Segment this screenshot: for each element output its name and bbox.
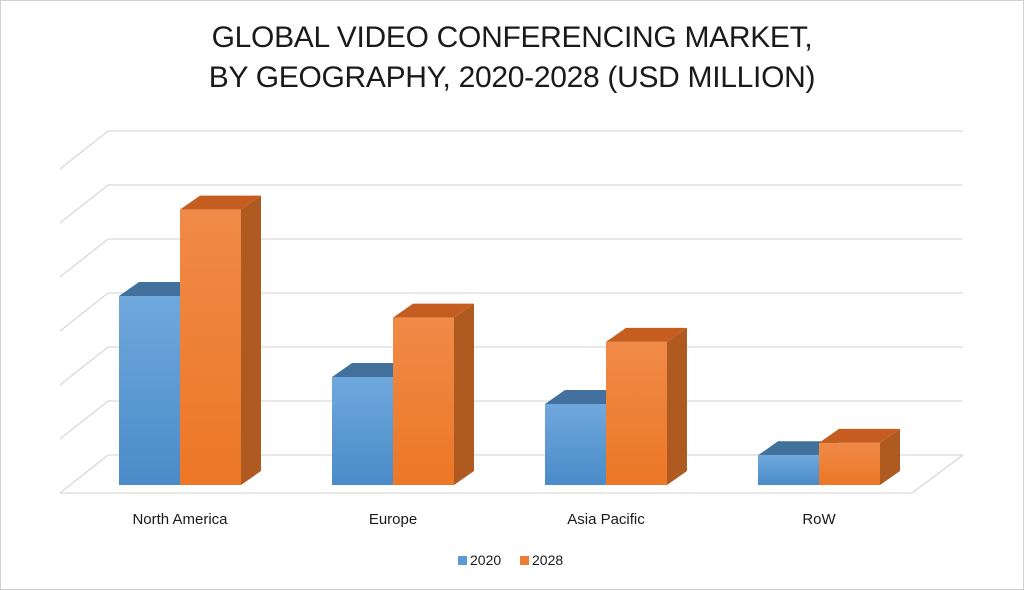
chart-title-line-2: BY GEOGRAPHY, 2020-2028 (USD MILLION) xyxy=(208,61,816,94)
bar-top-face xyxy=(545,390,626,404)
floor-right-edge xyxy=(911,454,964,494)
category-label: Europe xyxy=(369,511,417,528)
bar-north-america-2028 xyxy=(180,195,261,485)
category-label: RoW xyxy=(802,511,836,528)
bar-front-face xyxy=(606,341,667,485)
bar-europe-2028 xyxy=(393,303,474,485)
legend-label-2028: 2028 xyxy=(532,552,563,568)
bar-top-face xyxy=(393,303,474,318)
gridline-diagonal xyxy=(59,130,109,170)
legend-label-2020: 2020 xyxy=(470,552,501,568)
bar-side-face xyxy=(667,327,687,485)
bar-side-face xyxy=(880,428,900,485)
bar-side-face xyxy=(241,195,261,485)
gridline-diagonal xyxy=(59,292,109,332)
gridline-diagonal xyxy=(59,184,109,224)
bar-side-face xyxy=(454,303,474,485)
bar-front-face xyxy=(119,296,180,485)
gridline-diagonal xyxy=(59,454,109,494)
bar-front-face xyxy=(332,377,393,485)
category-labels: North America Europe Asia Pacific RoW xyxy=(132,511,836,528)
bar-top-face xyxy=(758,441,839,456)
category-label: North America xyxy=(132,511,228,528)
bar-front-face xyxy=(758,455,819,485)
bar-front-face xyxy=(545,404,606,485)
bar-layer xyxy=(119,195,900,485)
chart-title-line-1: GLOBAL VIDEO CONFERENCING MARKET, xyxy=(211,21,813,54)
gridline-diagonal xyxy=(59,238,109,278)
bar-front-face xyxy=(180,209,241,485)
gridline-diagonal xyxy=(59,346,109,386)
bar-row-2028 xyxy=(819,428,900,485)
legend-swatch-2028 xyxy=(520,556,529,565)
bar-top-face xyxy=(119,282,200,296)
legend-swatch-2020 xyxy=(458,556,467,565)
bar-front-face xyxy=(393,317,454,485)
bar-top-face xyxy=(606,327,687,342)
category-label: Asia Pacific xyxy=(567,511,645,528)
bar-asia-pacific-2028 xyxy=(606,327,687,485)
gridline-diagonal xyxy=(59,400,109,440)
bar-front-face xyxy=(819,442,880,485)
chart-title: GLOBAL VIDEO CONFERENCING MARKET, BY GEO… xyxy=(0,18,1024,98)
bar-top-face xyxy=(819,428,900,443)
bar-top-face xyxy=(180,195,261,210)
bar-top-face xyxy=(332,363,413,377)
legend: 2020 2028 xyxy=(458,552,563,568)
